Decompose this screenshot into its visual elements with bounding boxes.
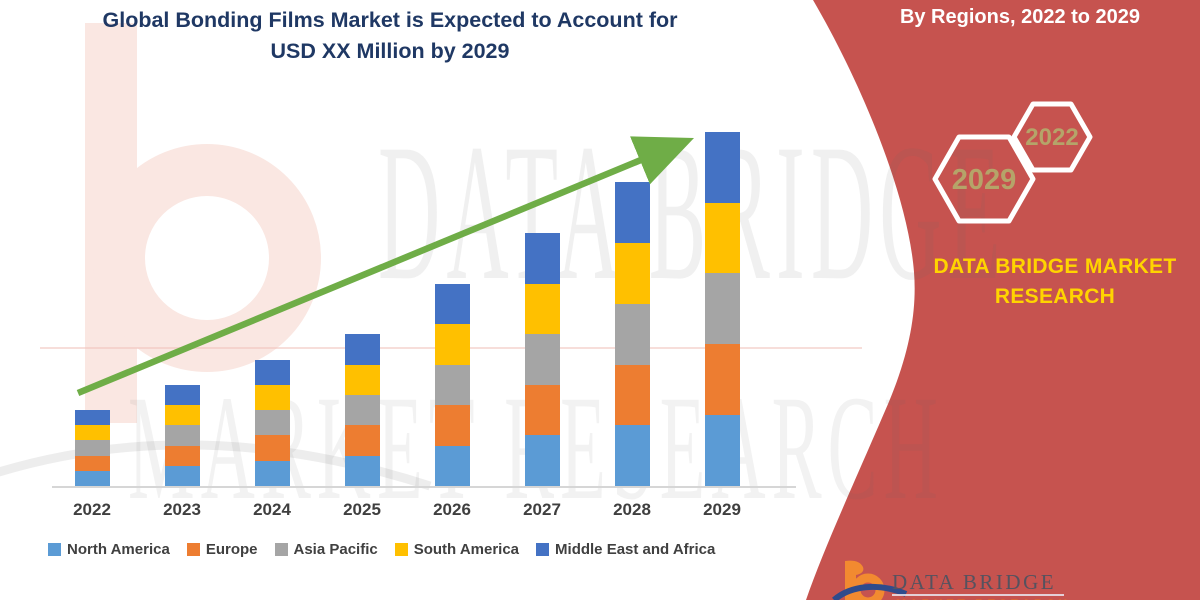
legend-item: Europe — [186, 541, 258, 558]
bar-segment — [704, 415, 740, 486]
bar-segment — [74, 455, 110, 471]
bar-segment — [704, 273, 740, 345]
x-axis-label: 2024 — [253, 500, 291, 519]
bar-segment — [74, 425, 110, 441]
legend-label: Asia Pacific — [293, 541, 378, 558]
bar-segment — [434, 445, 470, 486]
legend-item: Middle East and Africa — [536, 541, 715, 558]
bar-segment — [344, 425, 380, 456]
legend-swatch — [186, 543, 200, 556]
legend-swatch — [48, 543, 61, 556]
banner-brand-text: DATA BRIDGE MARKET RESEARCH — [925, 252, 1185, 312]
bar-segment — [704, 202, 740, 274]
legend: North America Europe Asia Pacific South Ame… — [48, 541, 808, 558]
bar-segment — [344, 455, 380, 486]
x-axis-label: 2027 — [523, 500, 561, 519]
legend-label: Middle East and Africa — [555, 541, 716, 558]
bar-segment — [344, 394, 380, 426]
bar-segment — [164, 405, 200, 426]
footer-logo-name: DATA BRIDGE — [892, 570, 1057, 594]
x-axis-label: 2022 — [73, 500, 111, 519]
bar-segment — [164, 445, 200, 466]
legend-item: Asia Pacific — [274, 541, 378, 558]
bar-segment — [254, 435, 290, 461]
x-axis-label: 2029 — [703, 500, 741, 519]
legend-swatch — [274, 543, 288, 556]
legend-item: North America — [48, 541, 170, 558]
bar-segment — [704, 131, 740, 203]
bar-segment — [74, 410, 110, 426]
bar-segment — [434, 405, 470, 446]
logo-blue-swoosh — [832, 583, 908, 600]
bar-segment — [164, 465, 200, 486]
bar-segment — [74, 440, 110, 456]
footer-logo-subtext: MARKET RESEARCH — [896, 597, 1071, 600]
logo-b-stem — [845, 563, 856, 600]
bar-segment — [254, 460, 290, 486]
x-axis-label: 2026 — [433, 500, 471, 519]
bar-segment — [254, 410, 290, 436]
bar-segment — [74, 470, 110, 486]
bar-segment — [704, 344, 740, 416]
footer-logo-underline — [892, 594, 1064, 596]
x-axis-label: 2023 — [163, 500, 201, 519]
hexagon-2022-label: 2022 — [1025, 124, 1078, 151]
hexagon-2029 — [932, 134, 1036, 224]
chart-title-line1: Global Bonding Films Market is Expected … — [102, 8, 678, 32]
banner-brand-line2: RESEARCH — [994, 285, 1116, 308]
legend-label: North America — [67, 541, 170, 558]
x-axis-label: 2028 — [613, 500, 651, 519]
x-axis-line — [52, 486, 796, 488]
bar-segment — [524, 435, 560, 486]
chart-title-line2: USD XX Million by 2029 — [270, 39, 510, 63]
legend-swatch — [394, 543, 408, 556]
banner-heading: By Regions, 2022 to 2029 — [899, 6, 1141, 28]
legend-label: Europe — [205, 541, 258, 558]
bar-segment — [164, 425, 200, 446]
hexagon-2029-label: 2029 — [952, 164, 1017, 196]
hexagon-2022 — [1011, 101, 1093, 173]
chart-title: Global Bonding Films Market is Expected … — [60, 5, 720, 67]
banner-brand-line1: DATA BRIDGE MARKET — [933, 255, 1177, 278]
red-banner-shape — [806, 0, 1200, 600]
bar-segment — [614, 425, 650, 486]
x-axis-label: 2025 — [343, 500, 381, 519]
legend-item: South America — [394, 541, 520, 558]
legend-label: South America — [413, 541, 520, 558]
legend-swatch — [536, 543, 550, 556]
